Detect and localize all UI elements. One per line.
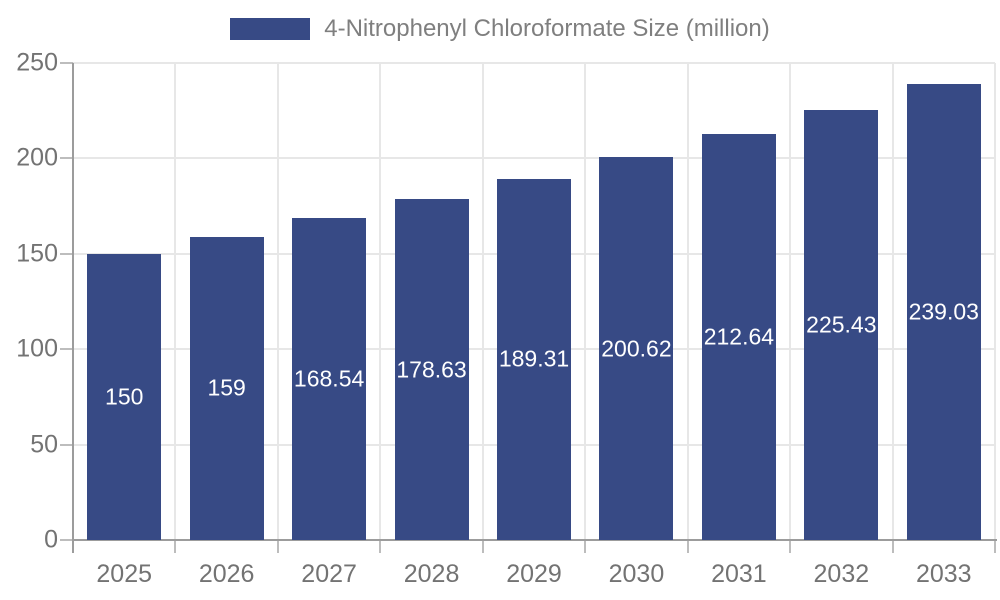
bar-value-label: 159 <box>207 374 246 401</box>
bar-value-label: 212.64 <box>703 323 775 350</box>
y-axis-tick-label: 100 <box>16 334 58 363</box>
x-axis-tick <box>789 540 792 553</box>
y-axis-tick-label: 150 <box>16 239 58 268</box>
bar-value-label: 178.63 <box>396 356 467 383</box>
y-axis-tick <box>60 539 73 541</box>
y-axis-tick-label: 200 <box>16 143 58 172</box>
x-gridline <box>994 63 996 540</box>
x-axis-tick <box>891 540 894 553</box>
y-axis-tick-label: 0 <box>44 525 58 554</box>
x-axis-category-label: 2032 <box>813 560 870 588</box>
bar-2027 <box>292 218 367 540</box>
bar-2030 <box>599 157 674 540</box>
x-axis-category-label: 2033 <box>915 560 972 588</box>
x-axis-category-label: 2031 <box>711 560 767 588</box>
x-axis-category-label: 2029 <box>506 560 562 588</box>
x-gridline <box>276 63 279 540</box>
y-gridline <box>73 157 995 160</box>
x-axis-category-label: 2027 <box>301 560 357 588</box>
y-axis-tick-label: 50 <box>30 430 58 459</box>
y-axis-line <box>72 63 74 553</box>
y-axis-tick-label: 250 <box>16 48 58 77</box>
bar-2033 <box>906 83 981 540</box>
bar-value-label: 150 <box>105 383 144 410</box>
bar-value-label: 189.31 <box>498 345 570 372</box>
x-axis-tick <box>584 540 587 553</box>
x-axis-category-label: 2026 <box>198 560 255 588</box>
bar-2025 <box>87 253 162 540</box>
bar-2026 <box>189 236 264 540</box>
y-axis-tick <box>60 443 73 446</box>
y-gridline <box>73 62 995 64</box>
x-axis-tick <box>994 540 996 553</box>
legend-swatch <box>230 18 311 40</box>
x-gridline <box>174 63 177 540</box>
y-axis-tick <box>60 348 73 351</box>
x-axis-tick <box>174 540 177 553</box>
x-gridline <box>891 63 894 540</box>
x-axis-tick <box>686 540 689 553</box>
x-gridline <box>686 63 689 540</box>
x-gridline <box>481 63 484 540</box>
x-axis-tick <box>276 540 279 553</box>
x-axis-tick <box>481 540 484 553</box>
x-axis-category-label: 2028 <box>403 560 460 588</box>
legend-label: 4-Nitrophenyl Chloroformate Size (millio… <box>324 15 770 42</box>
y-axis-tick <box>60 157 73 160</box>
x-gridline <box>379 63 382 540</box>
x-axis-line <box>73 539 997 541</box>
bar-value-label: 239.03 <box>908 298 979 325</box>
x-axis-category-label: 2025 <box>96 560 153 588</box>
bar-value-label: 168.54 <box>293 365 365 392</box>
bar-2029 <box>497 178 571 540</box>
y-axis-tick <box>60 252 73 255</box>
bar-2032 <box>804 109 879 540</box>
x-axis-tick <box>379 540 382 553</box>
x-gridline <box>584 63 587 540</box>
legend[interactable]: 4-Nitrophenyl Chloroformate Size (millio… <box>0 13 1000 45</box>
y-axis-tick <box>60 62 73 64</box>
bar-value-label: 200.62 <box>601 335 672 362</box>
bar-value-label: 225.43 <box>806 311 877 338</box>
x-axis-category-label: 2030 <box>608 560 665 588</box>
x-gridline <box>789 63 792 540</box>
bar-2031 <box>701 134 776 540</box>
bar-2028 <box>394 199 469 540</box>
